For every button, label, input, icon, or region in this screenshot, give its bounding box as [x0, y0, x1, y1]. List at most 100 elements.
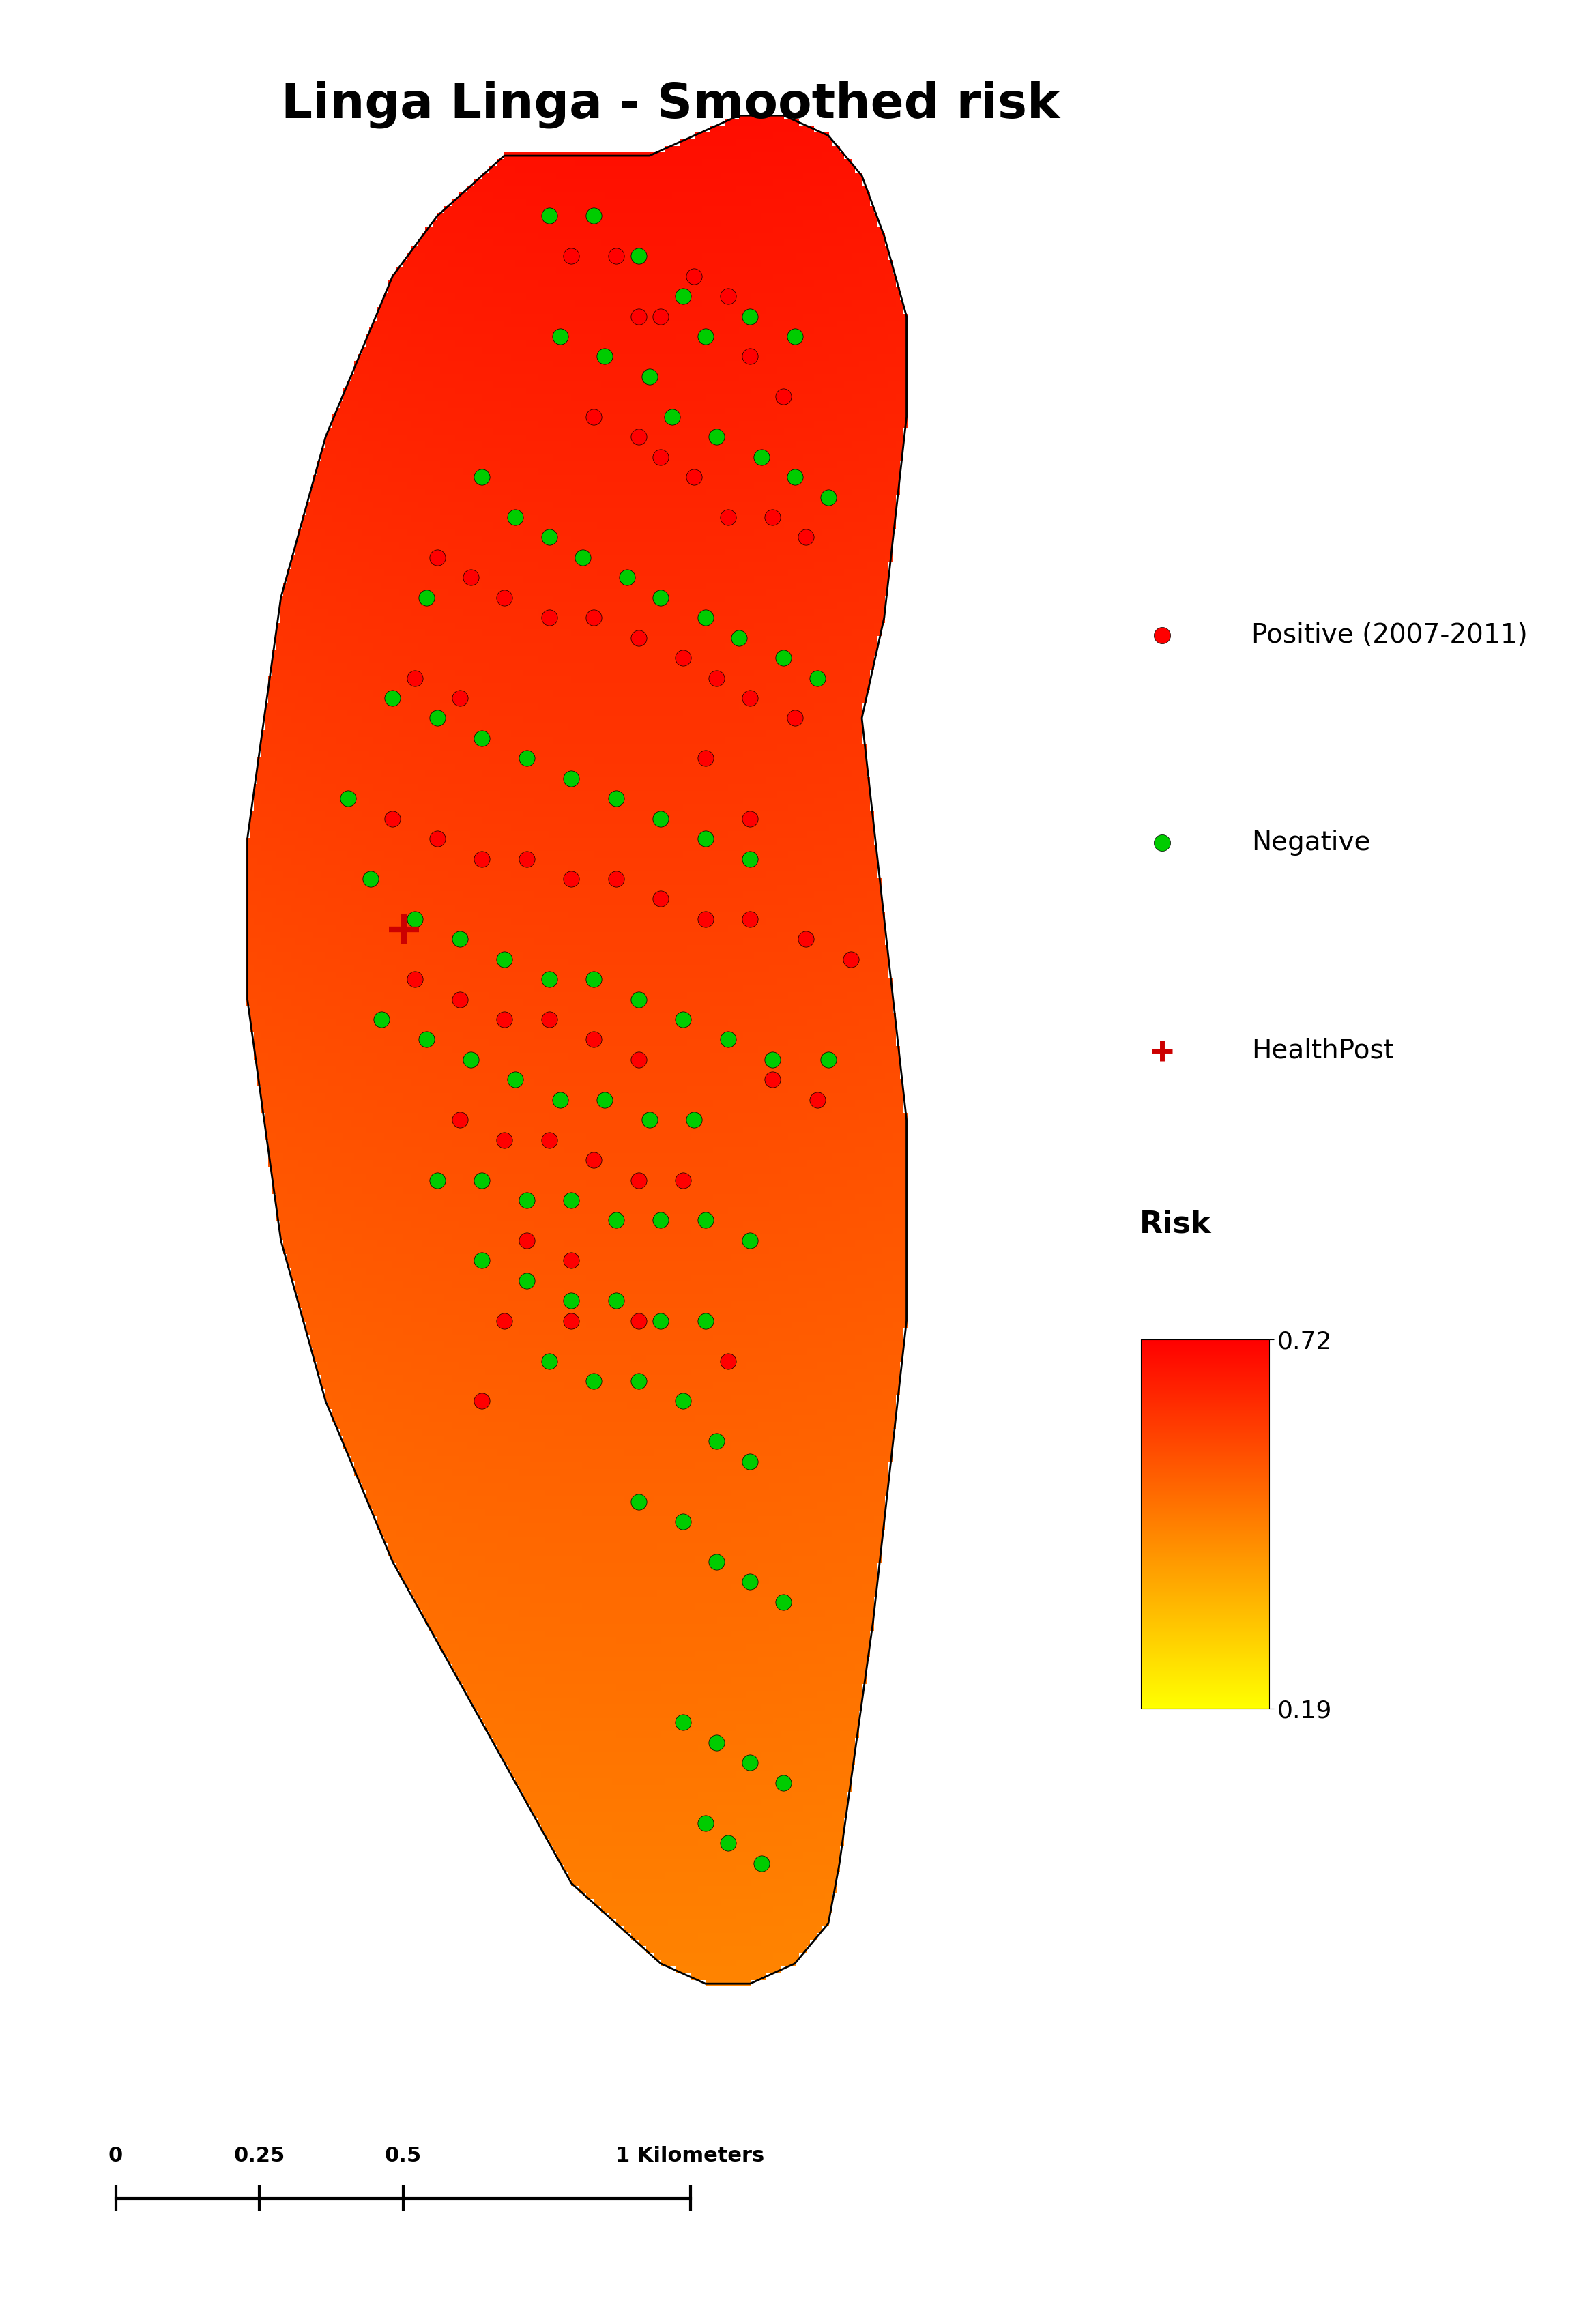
Point: [704, 1422, 729, 1459]
Point: [626, 1041, 651, 1078]
Point: [670, 1002, 696, 1039]
Point: [469, 459, 495, 496]
Point: [793, 520, 819, 556]
Point: [547, 1081, 573, 1118]
Point: [726, 619, 752, 656]
Point: [413, 1021, 439, 1058]
Text: 1 Kilometers: 1 Kilometers: [616, 2145, 764, 2166]
Point: [670, 277, 696, 314]
Point: [447, 981, 472, 1018]
Text: Negative: Negative: [1251, 829, 1371, 857]
Point: [771, 1584, 796, 1621]
Point: [536, 600, 562, 637]
Text: Positive (2007-2011): Positive (2007-2011): [1251, 621, 1527, 649]
Point: [536, 1342, 562, 1378]
Point: [693, 319, 718, 356]
Point: [648, 439, 674, 476]
Point: [559, 238, 584, 275]
Point: [771, 1764, 796, 1801]
Point: [503, 1062, 528, 1099]
Point: [670, 1383, 696, 1420]
Point: [447, 679, 472, 716]
Point: [715, 1021, 741, 1058]
Point: [782, 700, 808, 737]
Text: 0: 0: [109, 2145, 123, 2166]
Point: [492, 1002, 517, 1039]
Point: [559, 760, 584, 797]
Point: [670, 1161, 696, 1198]
Point: [648, 1302, 674, 1339]
Point: [737, 1221, 763, 1258]
Point: [559, 1302, 584, 1339]
Text: 0.25: 0.25: [233, 2145, 286, 2166]
Point: [715, 1824, 741, 1861]
Text: HealthPost: HealthPost: [1251, 1037, 1393, 1064]
Point: [793, 921, 819, 958]
Point: [469, 1242, 495, 1279]
Point: [782, 319, 808, 356]
Point: [358, 861, 383, 898]
Point: [469, 1383, 495, 1420]
Point: [693, 820, 718, 857]
Point: [704, 1542, 729, 1579]
Point: [503, 499, 528, 536]
Point: [648, 298, 674, 335]
Point: [693, 600, 718, 637]
Point: [425, 1161, 450, 1198]
Point: [760, 1062, 785, 1099]
Point: [704, 418, 729, 455]
Point: [626, 619, 651, 656]
Point: [816, 1041, 841, 1078]
Point: [603, 780, 629, 817]
Point: [737, 901, 763, 937]
Point: [603, 1203, 629, 1240]
Point: [737, 1443, 763, 1480]
Point: [581, 199, 606, 236]
Point: [715, 1342, 741, 1378]
Point: [514, 1263, 539, 1300]
Point: [737, 679, 763, 716]
Point: [693, 1806, 718, 1843]
Point: [838, 940, 863, 977]
Point: [626, 238, 651, 275]
Point: [693, 901, 718, 937]
Point: [402, 901, 428, 937]
Point: [737, 801, 763, 838]
Point: [603, 238, 629, 275]
Point: [469, 720, 495, 757]
Point: [637, 358, 662, 395]
Point: [749, 439, 774, 476]
Point: [749, 1845, 774, 1882]
Point: [592, 1081, 618, 1118]
Text: 0.5: 0.5: [385, 2145, 421, 2166]
Point: [737, 1743, 763, 1780]
Point: [681, 1101, 707, 1138]
Point: [514, 1182, 539, 1219]
Point: [581, 399, 606, 436]
Point: [626, 298, 651, 335]
Point: [648, 1203, 674, 1240]
Point: [626, 1482, 651, 1519]
Point: [369, 1002, 394, 1039]
Point: [581, 600, 606, 637]
Point: [626, 981, 651, 1018]
Point: [447, 921, 472, 958]
Point: [681, 259, 707, 296]
Point: [637, 1101, 662, 1138]
Point: [715, 277, 741, 314]
Point: [771, 640, 796, 677]
Point: [458, 559, 484, 596]
Point: [469, 840, 495, 877]
Point: [614, 559, 640, 596]
Point: [559, 861, 584, 898]
Point: [603, 861, 629, 898]
Point: [693, 739, 718, 776]
Point: [514, 1221, 539, 1258]
Point: [559, 1182, 584, 1219]
Point: [536, 1122, 562, 1159]
Point: [804, 660, 830, 697]
Point: [737, 337, 763, 374]
Point: [425, 820, 450, 857]
Point: [570, 538, 595, 575]
Point: [492, 1302, 517, 1339]
